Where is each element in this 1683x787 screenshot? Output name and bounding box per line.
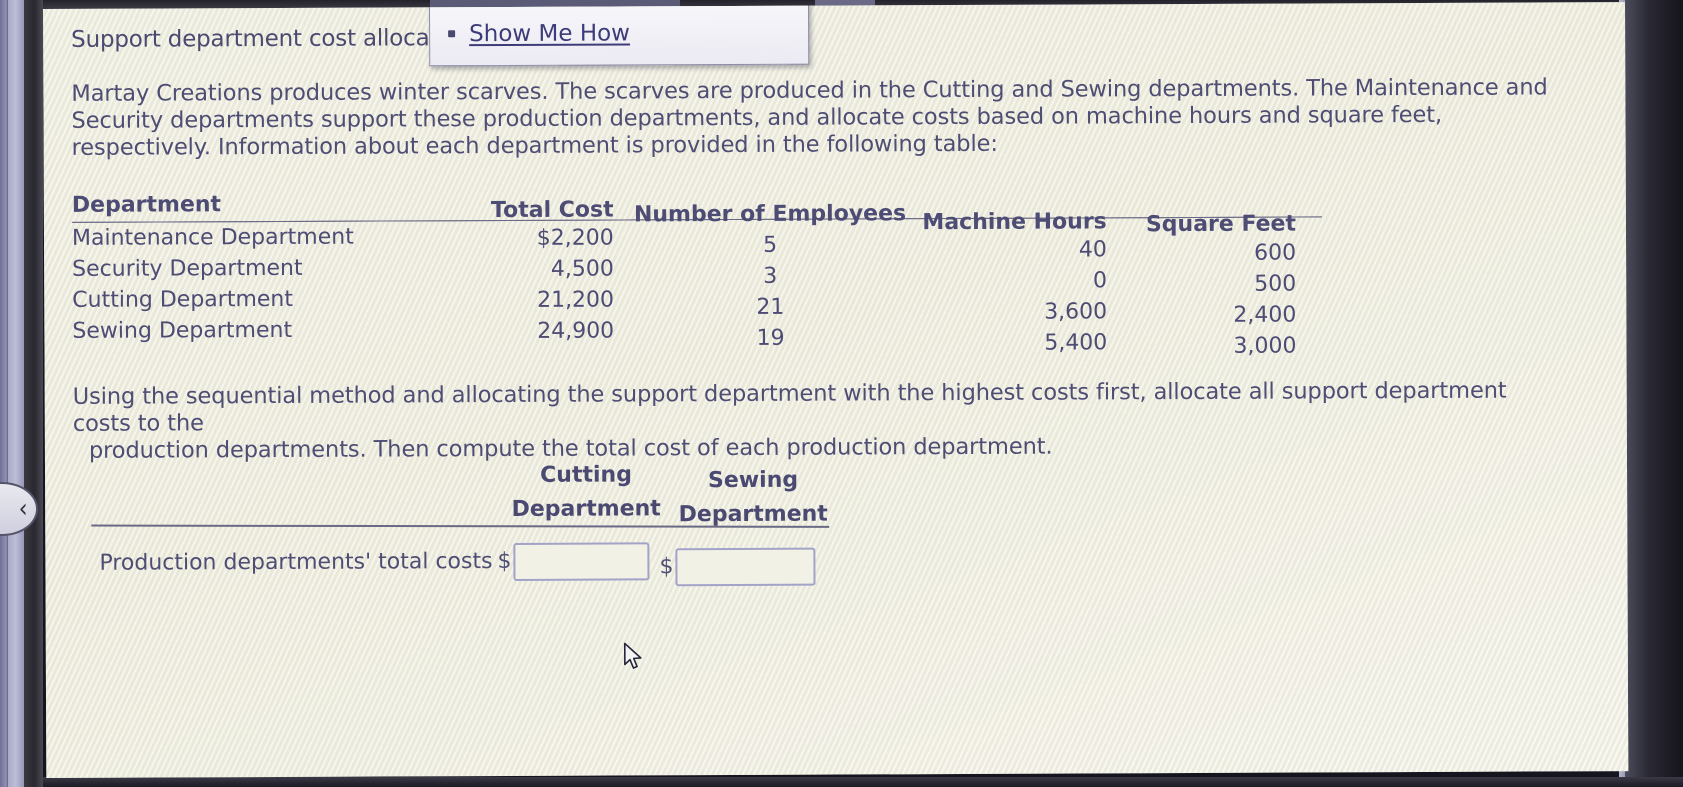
answer-table-row: Production departments' total costs $ $ — [73, 536, 833, 597]
currency-symbol-sewing: $ — [659, 554, 674, 580]
cell-employees: 5 — [763, 232, 778, 258]
cell-department: Sewing Department — [72, 317, 293, 344]
monitor-bezel-bottom — [43, 777, 1683, 787]
bullet-square-icon — [448, 30, 456, 38]
mouse-pointer-icon — [623, 642, 642, 669]
sewing-total-cost-input[interactable] — [675, 547, 816, 587]
monitor-bezel-right — [1625, 0, 1683, 787]
page-title: Support department cost allocation– — [71, 25, 485, 53]
monitor-bezel-left-outer — [0, 0, 10, 787]
cell-employees: 19 — [756, 325, 785, 351]
show-me-how-link[interactable]: Show Me How — [469, 19, 631, 47]
cell-department: Maintenance Department — [71, 224, 354, 251]
cutting-total-cost-input[interactable] — [513, 542, 650, 581]
monitor-bezel-left-dark — [24, 0, 43, 787]
column-header-number-of-employees: Number of Employees — [623, 199, 923, 232]
answer-column-header-sewing: Sewing Department — [673, 464, 833, 533]
cell-square-feet: 500 — [1254, 271, 1297, 297]
monitor-bezel-top-strip — [430, 0, 680, 7]
cell-employees: 21 — [756, 294, 785, 320]
cell-machine-hours: 40 — [1078, 237, 1107, 263]
cell-total-cost: 4,500 — [550, 256, 614, 282]
answer-table-header-row: Cutting Department Sewing Department — [73, 458, 833, 529]
column-header-department: Department — [71, 189, 428, 223]
cell-employees: 3 — [763, 263, 778, 289]
answer-row-label: Production departments' total costs — [99, 549, 493, 576]
table-header-row: Department Total Cost Number of Employee… — [71, 185, 1323, 242]
answer-column-header-cutting: Cutting Department — [511, 458, 661, 527]
cell-department: Security Department — [72, 255, 303, 282]
cell-total-cost: $2,200 — [536, 225, 614, 251]
answer-column-header-sewing-line1: Sewing — [707, 467, 799, 494]
answer-column-header-cutting-line2: Department — [511, 496, 661, 522]
question-content: Support department cost allocation– Show… — [43, 2, 1628, 778]
question-task-paragraph: Using the sequential method and allocati… — [73, 378, 1513, 465]
show-me-how-popup[interactable]: Show Me How — [428, 2, 810, 67]
monitor-bezel-top-strip-secondary — [815, 0, 875, 7]
answer-table-divider — [91, 524, 830, 528]
chevron-left-icon: ‹ — [18, 494, 28, 524]
cell-square-feet: 3,000 — [1233, 333, 1297, 359]
cell-machine-hours: 0 — [1092, 268, 1108, 294]
currency-symbol-cutting: $ — [497, 548, 512, 575]
cell-square-feet: 2,400 — [1233, 302, 1297, 328]
cell-total-cost: 24,900 — [537, 318, 615, 344]
cell-total-cost: 21,200 — [536, 287, 615, 313]
answer-column-header-cutting-line1: Cutting — [540, 462, 632, 488]
cell-square-feet: 600 — [1254, 240, 1297, 266]
cell-department: Cutting Department — [72, 286, 294, 313]
cell-machine-hours: 3,600 — [1044, 299, 1108, 325]
monitor-bezel-left-panel — [8, 0, 25, 787]
cell-machine-hours: 5,400 — [1044, 330, 1108, 356]
question-intro-paragraph: Martay Creations produces winter scarves… — [71, 74, 1548, 161]
department-data-table: Department Total Cost Number of Employee… — [71, 185, 1323, 359]
answer-table: Cutting Department Sewing Department Pro… — [73, 458, 833, 587]
task-paragraph-line-1: Using the sequential method and allocati… — [72, 377, 1507, 437]
screen-viewport: Support department cost allocation– Show… — [43, 2, 1629, 778]
